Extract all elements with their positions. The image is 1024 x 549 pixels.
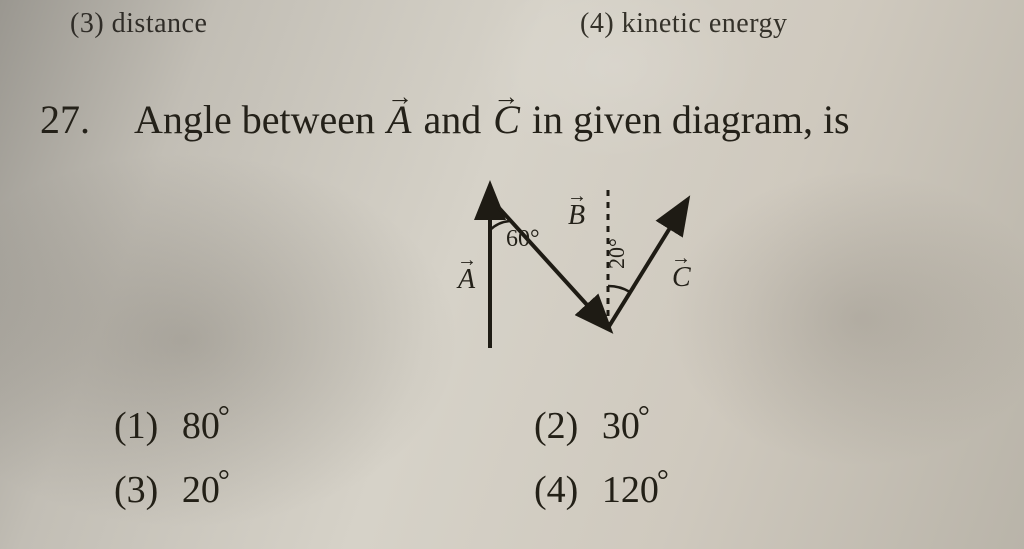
option-1-value: 80 [182, 405, 220, 447]
degree-icon: ° [218, 400, 230, 433]
vector-C-symbol: → C [491, 96, 522, 143]
vector-arrow-icon: → [567, 185, 587, 207]
angle-20-arc [608, 286, 630, 292]
vector-A-symbol: → A [385, 96, 413, 143]
degree-icon: ° [218, 464, 230, 497]
q-pre: Angle between [134, 97, 385, 142]
q-post: in given diagram, is [532, 97, 850, 142]
angle-60-label: 60° [506, 226, 540, 252]
question-text: Angle between → A and → C in given diagr… [134, 96, 850, 143]
angle-20-label: 20° [604, 238, 629, 269]
q-mid: and [423, 97, 491, 142]
option-4-value: 120 [602, 469, 659, 511]
option-1: (1) 80° [114, 400, 232, 448]
vector-diagram: A → B → C → 60° 20° [410, 168, 730, 378]
prev-option-right: (4) kinetic energy [580, 8, 788, 40]
diagram-svg: A → B → C → 60° 20° [410, 168, 730, 378]
option-2-paren: (2) [534, 405, 578, 447]
question-row: 27. Angle between → A and → C in given d… [40, 96, 994, 143]
option-4: (4) 120° [534, 464, 671, 512]
option-3-paren: (3) [114, 469, 158, 511]
degree-icon: ° [638, 400, 650, 433]
option-2-value: 30 [602, 405, 640, 447]
option-2: (2) 30° [534, 400, 652, 448]
vector-arrow-icon: → [457, 249, 477, 271]
vector-B-line [490, 198, 608, 328]
page-root: (3) distance (4) kinetic energy 27. Angl… [0, 0, 1024, 549]
question-number: 27. [40, 96, 124, 143]
degree-icon: ° [657, 464, 669, 497]
vector-arrow-icon: → [387, 82, 413, 112]
option-3-value: 20 [182, 469, 220, 511]
option-3: (3) 20° [114, 464, 232, 512]
option-4-paren: (4) [534, 469, 578, 511]
prev-option-left: (3) distance [70, 8, 207, 40]
option-1-paren: (1) [114, 405, 158, 447]
vector-arrow-icon: → [493, 82, 519, 112]
vector-arrow-icon: → [671, 247, 691, 269]
